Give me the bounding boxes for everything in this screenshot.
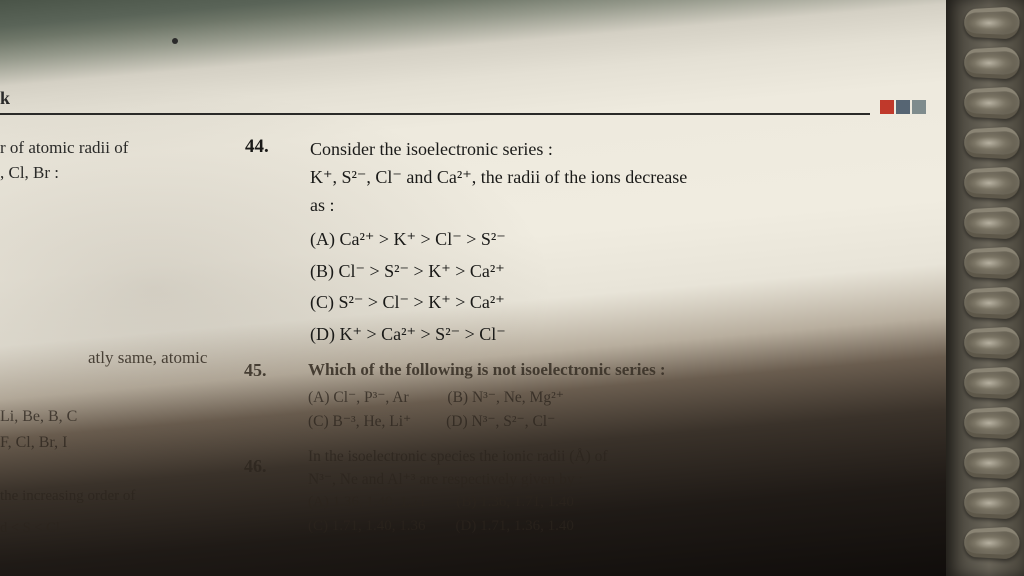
stem-line: as :: [310, 192, 910, 220]
question-46-line: N³⁻, Ne and Al⁺³ are respectively given …: [308, 470, 583, 489]
option-b: (B) N³⁻, Ne, Mg²⁺: [447, 389, 564, 406]
left-fragment: the increasing order of: [0, 488, 135, 505]
spiral-ring: [964, 406, 1019, 439]
stem-line: K⁺, S²⁻, Cl⁻ and Ca²⁺, the radii of the …: [310, 164, 910, 192]
spiral-ring: [964, 206, 1019, 239]
question-45-options-row: (C) B⁻³, He, Li⁺ (D) N³⁻, S²⁻, Cl⁻: [308, 412, 555, 431]
question-number-45: 45.: [244, 360, 267, 381]
section-letter: k: [0, 88, 10, 109]
option-c: (C) B⁻³, He, Li⁺: [308, 413, 411, 430]
left-fragment-line: , Cl, Br :: [0, 161, 230, 186]
spiral-ring: [964, 326, 1019, 359]
spiral-ring: [964, 86, 1019, 119]
book-spine: [946, 0, 1024, 576]
left-fragment-line: r of atomic radii of: [0, 136, 230, 161]
option-a: (A) 1.36, 1.40, 1.71: [308, 494, 426, 510]
question-44-body: Consider the isoelectronic series : K⁺, …: [310, 136, 910, 353]
tab-square: [880, 100, 894, 114]
spiral-ring: [964, 446, 1019, 479]
spiral-ring: [964, 526, 1019, 559]
fragment-text: atly same, atomic: [88, 348, 207, 368]
options-list: (A) Ca²⁺ > K⁺ > Cl⁻ > S²⁻ (B) Cl⁻ > S²⁻ …: [310, 226, 910, 350]
option-c: (C) 1.71, 1.40, 1.36: [308, 518, 426, 534]
chapter-color-tabs: [880, 100, 926, 114]
question-45-stem: Which of the following is not isoelectro…: [308, 360, 666, 380]
question-number-46: 46.: [244, 456, 267, 477]
horizontal-rule: [0, 113, 870, 115]
spiral-ring: [964, 166, 1019, 199]
option-a: (A) Cl⁻, P³⁻, Ar: [308, 389, 409, 406]
question-46-options-row: (A) 1.36, 1.40, 1.71 (B) 1.36, 1.71, 1.4…: [308, 494, 574, 511]
shadowed-lower-page: atly same, atomic 45. Which of the follo…: [0, 348, 1024, 576]
left-column-fragment: r of atomic radii of , Cl, Br :: [0, 136, 230, 185]
option-c: (C) S²⁻ > Cl⁻ > K⁺ > Ca²⁺: [310, 289, 910, 317]
spiral-ring: [964, 6, 1019, 39]
spiral-ring: [964, 366, 1019, 399]
left-fragment: d < S < Cl: [0, 520, 60, 537]
question-46-options-row: (C) 1.71, 1.40, 1.36 (D) 1.71, 1.36, 1.4…: [308, 518, 574, 535]
option-d: (D) N³⁻, S²⁻, Cl⁻: [446, 413, 555, 430]
option-b: (B) Cl⁻ > S²⁻ > K⁺ > Ca²⁺: [310, 258, 910, 286]
option-d: (D) 1.71, 1.36, 1.40: [456, 518, 574, 534]
spiral-ring: [964, 486, 1019, 519]
left-fragment: F, Cl, Br, I: [0, 434, 67, 452]
spiral-ring: [964, 286, 1019, 319]
question-number-44: 44.: [245, 136, 269, 158]
option-a: (A) Ca²⁺ > K⁺ > Cl⁻ > S²⁻: [310, 226, 910, 254]
spiral-ring: [964, 246, 1019, 279]
question-46-line: In the isoelectronic species the ionic r…: [308, 448, 608, 466]
ink-dot: [172, 38, 178, 44]
stem-line: Consider the isoelectronic series :: [310, 136, 910, 164]
question-45-options-row: (A) Cl⁻, P³⁻, Ar (B) N³⁻, Ne, Mg²⁺: [308, 388, 564, 407]
tab-square: [912, 100, 926, 114]
spiral-ring: [964, 126, 1019, 159]
left-fragment: Li, Be, B, C: [0, 408, 77, 426]
spiral-ring: [964, 46, 1019, 79]
option-b: (B) 1.36, 1.71, 1.40: [456, 494, 574, 510]
tab-square: [896, 100, 910, 114]
option-d: (D) K⁺ > Ca²⁺ > S²⁻ > Cl⁻: [310, 321, 910, 349]
